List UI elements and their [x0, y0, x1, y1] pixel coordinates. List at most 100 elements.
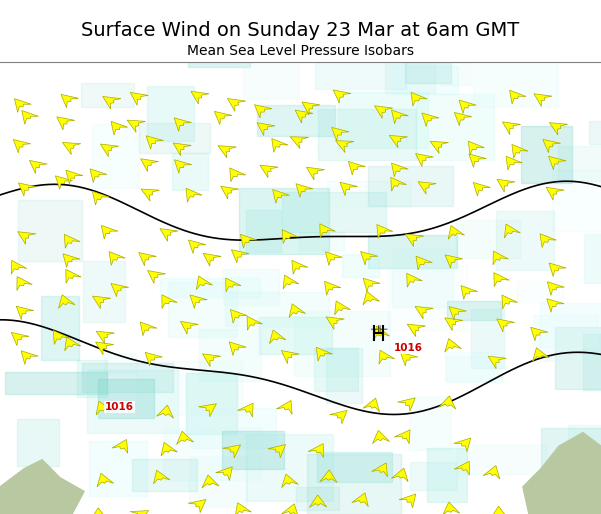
Polygon shape — [282, 474, 298, 488]
Polygon shape — [16, 306, 34, 320]
Bar — [87, 370, 178, 433]
Bar — [257, 105, 335, 136]
Polygon shape — [439, 396, 456, 409]
Polygon shape — [454, 461, 469, 475]
Polygon shape — [361, 251, 378, 265]
Polygon shape — [502, 295, 517, 309]
Bar — [314, 348, 358, 391]
Polygon shape — [29, 160, 47, 174]
Polygon shape — [127, 120, 145, 132]
Polygon shape — [66, 170, 83, 184]
Polygon shape — [407, 324, 426, 337]
Polygon shape — [63, 254, 80, 267]
Bar — [163, 428, 261, 480]
Bar — [368, 235, 457, 268]
Polygon shape — [93, 191, 109, 205]
Polygon shape — [273, 190, 290, 203]
Bar — [299, 232, 344, 250]
Polygon shape — [53, 331, 69, 344]
Polygon shape — [61, 95, 79, 107]
Polygon shape — [302, 102, 320, 115]
Polygon shape — [497, 179, 515, 192]
Bar — [447, 301, 501, 320]
Text: 1016: 1016 — [105, 402, 134, 412]
Bar — [172, 153, 207, 190]
Polygon shape — [326, 252, 343, 265]
Bar — [41, 296, 79, 360]
Bar — [159, 278, 260, 297]
Polygon shape — [97, 473, 114, 487]
Bar — [90, 440, 147, 496]
Polygon shape — [111, 283, 129, 297]
Text: ⊣⊢: ⊣⊢ — [369, 325, 388, 335]
Bar — [456, 220, 520, 258]
Polygon shape — [445, 318, 463, 331]
Bar — [558, 146, 601, 181]
Polygon shape — [449, 307, 466, 320]
Bar — [552, 170, 601, 231]
Polygon shape — [340, 182, 358, 196]
Bar — [246, 210, 281, 252]
Bar — [410, 463, 457, 490]
Polygon shape — [202, 475, 219, 488]
Bar — [445, 352, 494, 381]
Polygon shape — [140, 322, 157, 336]
Polygon shape — [445, 339, 462, 352]
Polygon shape — [289, 304, 305, 318]
Polygon shape — [531, 327, 548, 341]
Polygon shape — [188, 500, 206, 512]
Polygon shape — [310, 495, 327, 507]
Polygon shape — [307, 167, 325, 180]
Polygon shape — [547, 299, 564, 312]
Polygon shape — [400, 353, 418, 366]
Polygon shape — [543, 139, 561, 153]
Polygon shape — [391, 110, 408, 124]
Polygon shape — [363, 278, 380, 292]
Polygon shape — [352, 493, 368, 507]
Bar — [296, 487, 339, 510]
Polygon shape — [221, 186, 239, 199]
Polygon shape — [17, 232, 36, 244]
Polygon shape — [506, 156, 522, 170]
Bar — [533, 315, 597, 347]
Polygon shape — [326, 317, 344, 329]
Polygon shape — [222, 445, 240, 458]
Polygon shape — [14, 99, 31, 113]
Bar — [246, 434, 333, 502]
Bar — [98, 379, 154, 418]
Polygon shape — [64, 234, 80, 248]
Polygon shape — [260, 165, 278, 178]
Bar — [338, 92, 428, 149]
Polygon shape — [141, 159, 159, 172]
Polygon shape — [510, 90, 526, 104]
Polygon shape — [180, 321, 198, 334]
Polygon shape — [190, 295, 207, 308]
Polygon shape — [174, 118, 192, 131]
Polygon shape — [373, 430, 389, 444]
Bar — [326, 347, 362, 403]
Polygon shape — [512, 144, 528, 158]
Polygon shape — [488, 356, 507, 369]
Polygon shape — [335, 301, 350, 315]
Polygon shape — [146, 136, 163, 149]
Bar — [139, 123, 210, 153]
Polygon shape — [532, 348, 549, 361]
Polygon shape — [218, 145, 236, 158]
Bar — [584, 334, 601, 390]
Polygon shape — [418, 181, 436, 194]
Polygon shape — [461, 286, 478, 299]
Polygon shape — [549, 263, 566, 277]
Polygon shape — [227, 99, 246, 111]
Polygon shape — [235, 503, 251, 514]
Polygon shape — [21, 351, 38, 364]
Polygon shape — [406, 234, 424, 247]
Bar — [315, 26, 406, 88]
Bar — [186, 374, 237, 434]
Bar — [555, 326, 601, 389]
Bar — [392, 66, 459, 95]
Polygon shape — [332, 127, 349, 141]
Polygon shape — [174, 160, 192, 173]
Polygon shape — [454, 438, 471, 452]
Bar — [520, 126, 572, 183]
Polygon shape — [198, 403, 216, 417]
